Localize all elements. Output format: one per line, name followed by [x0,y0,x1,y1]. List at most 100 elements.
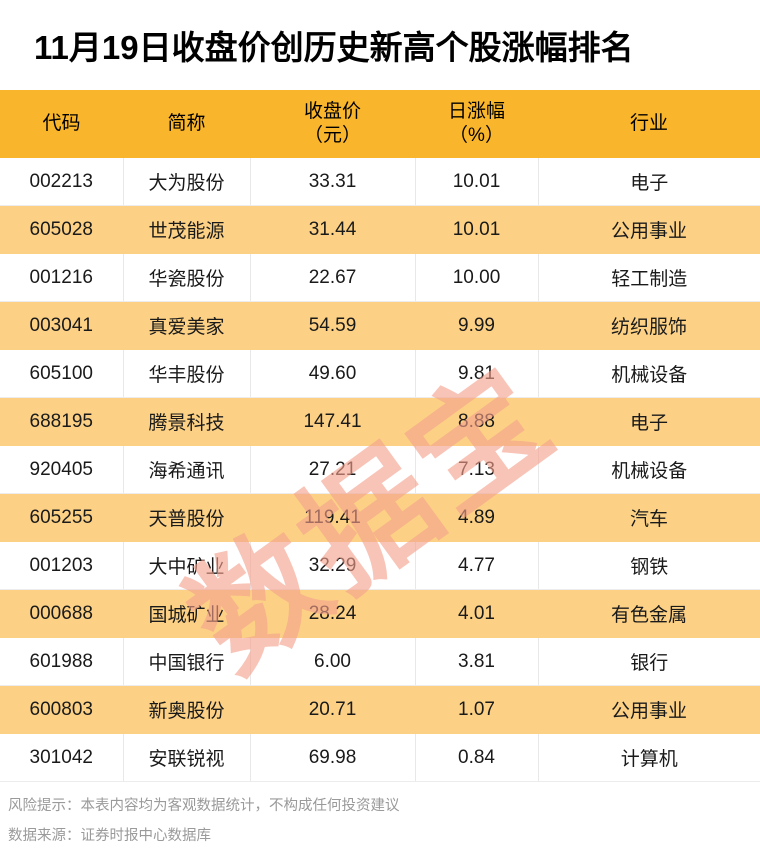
table-row: 002213 大为股份 33.31 10.01 电子 [0,158,760,206]
cell-price: 28.24 [250,589,416,638]
table-header: 代码 简称 收盘价 （元） 日涨幅 （%） 行业 [0,90,760,158]
page-title: 11月19日收盘价创历史新高个股涨幅排名 [34,29,634,66]
cell-price: 33.31 [250,158,416,206]
cell-industry: 有色金属 [538,589,760,638]
cell-code: 600803 [0,685,124,734]
cell-name: 华丰股份 [123,349,251,398]
cell-code: 001216 [0,253,124,302]
cell-price: 20.71 [250,685,416,734]
cell-price: 69.98 [250,733,416,782]
table-row: 605100 华丰股份 49.60 9.81 机械设备 [0,349,760,398]
cell-name: 国城矿业 [123,589,251,638]
cell-industry: 电子 [538,158,760,206]
cell-change: 10.00 [415,253,539,302]
cell-name: 大中矿业 [123,541,251,590]
column-header-code-label: 代码 [42,112,81,134]
column-header-industry-label: 行业 [629,112,668,134]
cell-code: 002213 [0,158,124,206]
cell-name: 安联锐视 [123,733,251,782]
column-header-change-unit: （%） [449,125,504,146]
table-row: 605255 天普股份 119.41 4.89 汽车 [0,493,760,542]
table-row: 600803 新奥股份 20.71 1.07 公用事业 [0,685,760,734]
table-body: 002213 大为股份 33.31 10.01 电子 605028 世茂能源 31.44 10.… [0,158,760,782]
cell-price: 32.29 [250,541,416,590]
cell-change: 4.77 [415,541,539,590]
cell-code: 301042 [0,733,124,782]
data-source-note: 数据来源：证券时报中心数据库 [8,827,211,844]
cell-code: 920405 [0,445,124,494]
cell-price: 31.44 [250,205,416,254]
table-row: 920405 海希通讯 27.21 7.13 机械设备 [0,445,760,494]
cell-change: 0.84 [415,733,539,782]
table-row: 688195 腾景科技 147.41 8.88 电子 [0,397,760,446]
column-header-change: 日涨幅 （%） [415,90,538,158]
cell-code: 601988 [0,637,124,686]
cell-price: 54.59 [250,301,416,350]
table-row: 605028 世茂能源 31.44 10.01 公用事业 [0,205,760,254]
cell-industry: 银行 [538,637,760,686]
column-header-price-unit: （元） [303,125,361,146]
cell-code: 605028 [0,205,124,254]
cell-industry: 纺织服饰 [538,301,760,350]
cell-name: 中国银行 [123,637,251,686]
column-header-code: 代码 [0,90,123,158]
cell-industry: 电子 [538,397,760,446]
cell-price: 147.41 [250,397,416,446]
cell-industry: 钢铁 [538,541,760,590]
cell-name: 天普股份 [123,493,251,542]
cell-code: 001203 [0,541,124,590]
risk-disclaimer: 风险提示：本表内容均为客观数据统计，不构成任何投资建议 [8,798,400,814]
table-row: 000688 国城矿业 28.24 4.01 有色金属 [0,589,760,638]
table-row: 601988 中国银行 6.00 3.81 银行 [0,637,760,686]
table-row: 001216 华瓷股份 22.67 10.00 轻工制造 [0,253,760,302]
cell-industry: 机械设备 [538,445,760,494]
cell-name: 腾景科技 [123,397,251,446]
column-header-name: 简称 [123,90,250,158]
cell-change: 9.81 [415,349,539,398]
column-header-industry: 行业 [538,90,760,158]
cell-change: 10.01 [415,205,539,254]
column-header-name-label: 简称 [167,112,206,134]
cell-change: 3.81 [415,637,539,686]
cell-industry: 计算机 [538,733,760,782]
stock-ranking-table: 代码 简称 收盘价 （元） 日涨幅 （%） 行业 002213 大为股份 33.31… [0,90,760,782]
column-header-price: 收盘价 （元） [250,90,415,158]
cell-name: 大为股份 [123,158,251,206]
cell-change: 7.13 [415,445,539,494]
cell-industry: 汽车 [538,493,760,542]
cell-name: 新奥股份 [123,685,251,734]
table-row: 001203 大中矿业 32.29 4.77 钢铁 [0,541,760,590]
table-row: 003041 真爱美家 54.59 9.99 纺织服饰 [0,301,760,350]
cell-price: 22.67 [250,253,416,302]
cell-change: 1.07 [415,685,539,734]
column-header-change-label: 日涨幅 [447,100,505,122]
cell-industry: 公用事业 [538,685,760,734]
cell-industry: 机械设备 [538,349,760,398]
cell-change: 4.01 [415,589,539,638]
cell-price: 6.00 [250,637,416,686]
cell-name: 华瓷股份 [123,253,251,302]
cell-name: 世茂能源 [123,205,251,254]
cell-code: 605100 [0,349,124,398]
cell-industry: 轻工制造 [538,253,760,302]
cell-change: 8.88 [415,397,539,446]
cell-name: 真爱美家 [123,301,251,350]
cell-price: 49.60 [250,349,416,398]
cell-change: 9.99 [415,301,539,350]
page-header: 11月19日收盘价创历史新高个股涨幅排名 [0,0,760,90]
column-header-price-label: 收盘价 [303,100,361,122]
footer-notes: 风险提示：本表内容均为客观数据统计，不构成任何投资建议 数据来源：证券时报中心数… [0,782,760,848]
cell-code: 003041 [0,301,124,350]
cell-code: 000688 [0,589,124,638]
cell-price: 27.21 [250,445,416,494]
cell-change: 4.89 [415,493,539,542]
cell-code: 605255 [0,493,124,542]
table-header-row: 代码 简称 收盘价 （元） 日涨幅 （%） 行业 [0,90,760,158]
stock-table-container: 代码 简称 收盘价 （元） 日涨幅 （%） 行业 002213 大为股份 33.31… [0,90,760,782]
cell-change: 10.01 [415,158,539,206]
cell-price: 119.41 [250,493,416,542]
cell-name: 海希通讯 [123,445,251,494]
table-row: 301042 安联锐视 69.98 0.84 计算机 [0,733,760,782]
cell-code: 688195 [0,397,124,446]
cell-industry: 公用事业 [538,205,760,254]
